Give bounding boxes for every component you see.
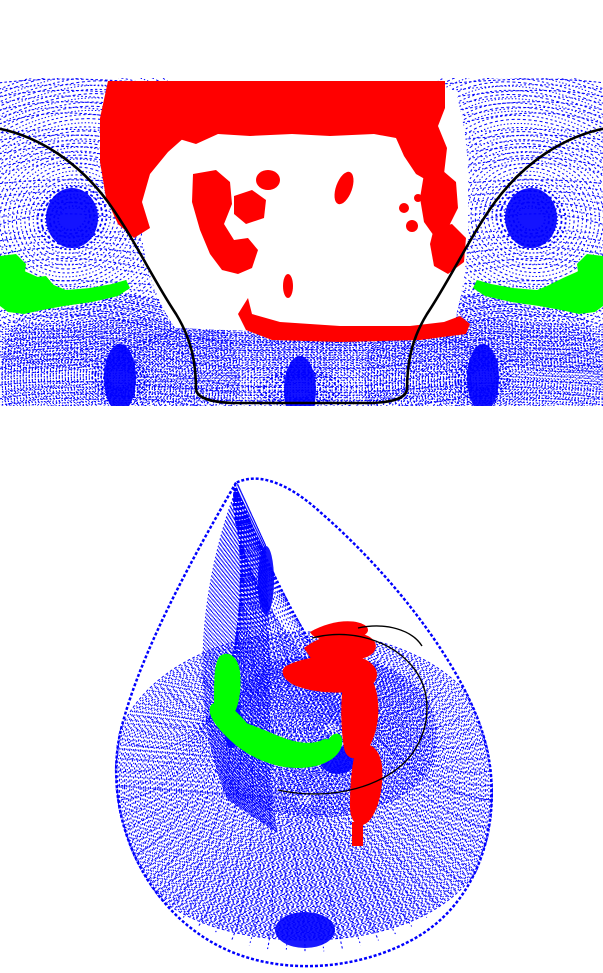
surface-region-low-green (209, 653, 343, 768)
separatrix-curves (0, 127, 603, 405)
right-separatrix (405, 127, 603, 391)
ridge-horizon (357, 625, 423, 647)
surface-wireframe-blue (114, 477, 494, 968)
contour-field-blue (0, 78, 603, 406)
left-separatrix (0, 127, 198, 391)
region-high-red (100, 81, 470, 342)
panel-three-dimensional-teardrop-surface (100, 460, 510, 973)
crater-horizon (277, 633, 428, 795)
surface-3d-canvas (114, 477, 494, 968)
flat-map-canvas (0, 78, 603, 406)
surface-region-high-red (282, 621, 383, 846)
lower-chord (194, 389, 409, 405)
panel-parameter-domain-contour-map (0, 78, 603, 406)
region-low-green (0, 254, 603, 314)
surface-horizon-curves (277, 625, 428, 795)
